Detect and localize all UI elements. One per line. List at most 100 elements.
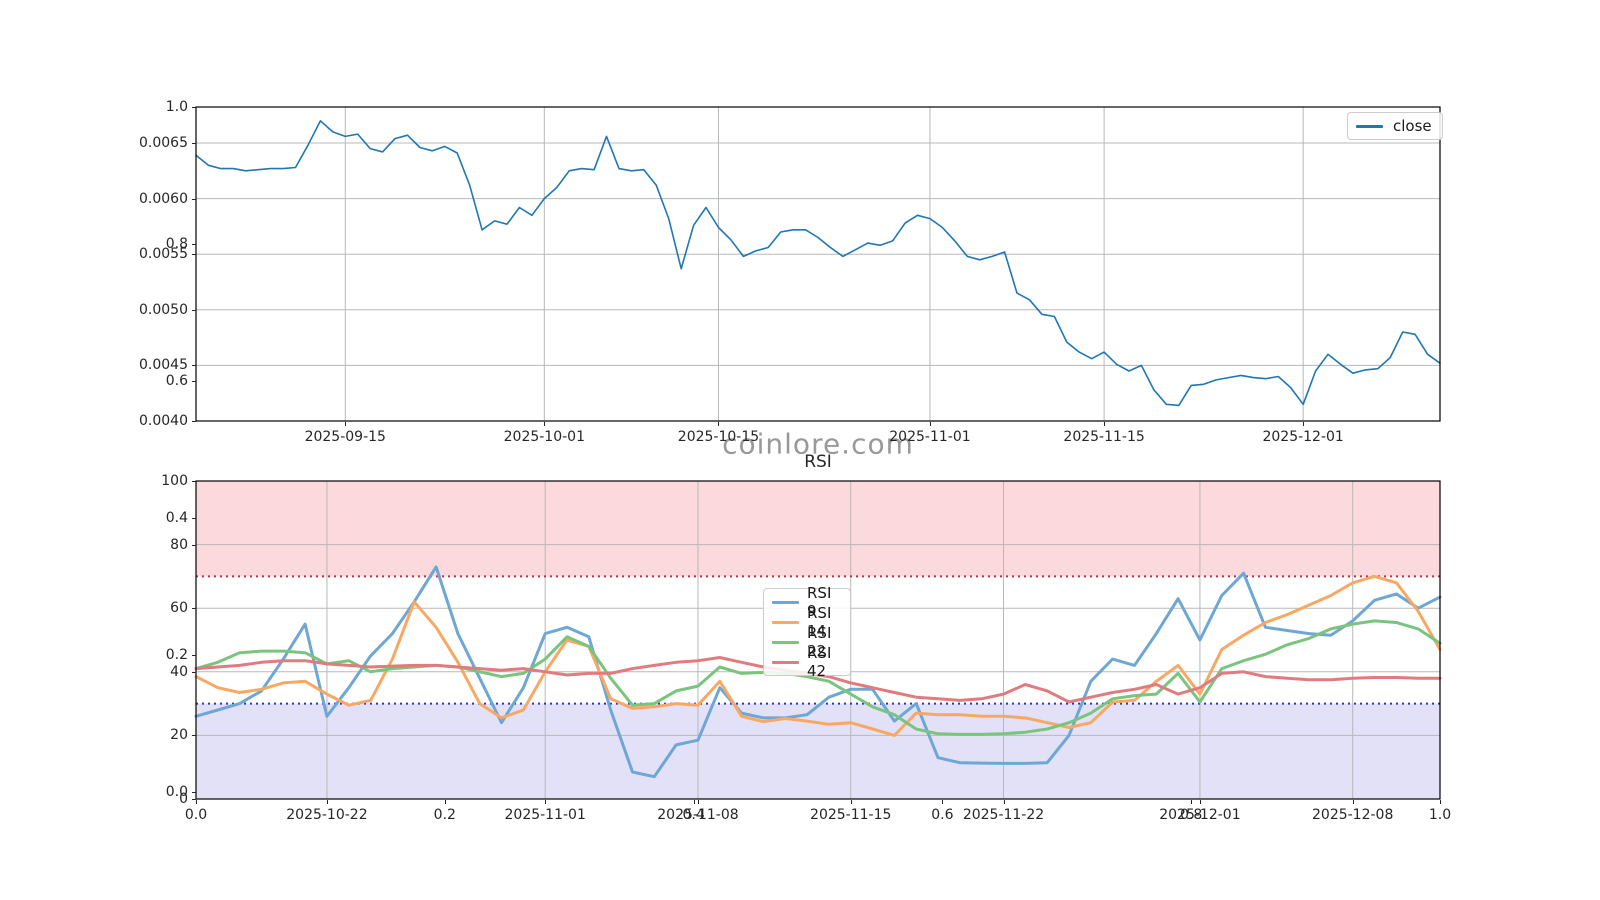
- rsi-line-1: [194, 574, 1442, 737]
- rsi14-line-swatch: [772, 620, 799, 624]
- overlay-xtick-label: 0.0: [184, 807, 208, 823]
- axis-tick: [850, 800, 852, 804]
- axis-tick: [192, 254, 196, 256]
- axis-tick: [192, 421, 196, 422]
- legend-row-rsi14: RSI 14: [772, 604, 842, 640]
- axis-tick: [718, 422, 720, 426]
- overlay-xtick-label: 0.6: [931, 807, 954, 823]
- axis-tick: [192, 198, 196, 200]
- axis-tick: [1352, 800, 1354, 804]
- axis-tick: [196, 800, 197, 804]
- legend-rsi42-label: RSI 42: [807, 644, 832, 680]
- price-ytick-label: 0.0065: [139, 135, 188, 152]
- axis-tick: [345, 422, 347, 426]
- rsi-ytick-label: 0: [179, 791, 188, 807]
- rsi-ytick-label: 60: [170, 600, 188, 617]
- rsi-ytick-label: 80: [170, 536, 188, 553]
- overlay-ytick-label: 0.4: [165, 510, 188, 526]
- rsi-title: RSI: [804, 452, 832, 472]
- axis-tick: [693, 800, 695, 804]
- axis-tick: [192, 143, 196, 145]
- rsi-xtick-label: 2025-11-01: [504, 807, 586, 823]
- price-xtick-label: 2025-09-15: [304, 429, 386, 445]
- rsi9-line-swatch: [772, 600, 799, 604]
- axis-tick: [192, 381, 196, 382]
- axis-tick: [192, 107, 196, 108]
- rsi-xtick-label: 2025-11-15: [810, 807, 892, 823]
- price-xtick-label: 2025-11-15: [1063, 429, 1145, 445]
- price-xtick-label: 2025-12-01: [1262, 429, 1344, 445]
- overlay-xtick-label: 0.2: [433, 807, 456, 823]
- axis-tick: [326, 800, 328, 804]
- price-axes-box: [195, 106, 1441, 422]
- price-ytick-label: 0.0060: [139, 190, 188, 207]
- price-ytick-label: 0.0055: [139, 246, 188, 263]
- overlay-ytick-label: 0.6: [165, 373, 188, 389]
- rsi22-line-swatch: [772, 640, 799, 644]
- price-xtick-label: 2025-11-01: [889, 429, 971, 445]
- price-ytick-label: 0.0045: [139, 357, 188, 374]
- close-line-swatch: [1356, 124, 1383, 128]
- watermark: coinlore.com: [722, 427, 914, 461]
- overlay-ytick-label: 1.0: [165, 99, 188, 115]
- axis-tick: [192, 544, 196, 546]
- rsi-xtick-label: 2025-12-01: [1159, 807, 1241, 823]
- overlay-ytick-label: 0.2: [165, 647, 188, 663]
- axis-tick: [545, 800, 547, 804]
- overlay-ytick-label: 0.0: [165, 784, 188, 800]
- rsi-ytick-label: 20: [170, 727, 188, 744]
- rsi-xtick-label: 2025-10-22: [286, 807, 368, 823]
- legend-row-rsi9: RSI 9: [772, 584, 842, 620]
- legend-row-rsi42: RSI 42: [772, 644, 842, 680]
- axis-tick: [544, 422, 546, 426]
- axis-tick: [192, 481, 196, 482]
- axis-tick: [192, 608, 196, 610]
- axis-tick: [929, 422, 931, 426]
- rsi-xtick-label: 2025-11-08: [657, 807, 739, 823]
- axis-tick: [192, 735, 196, 737]
- axis-tick: [192, 309, 196, 311]
- axis-tick: [1199, 800, 1201, 804]
- legend-rsi: RSI 9 RSI 14 RSI 22 RSI 42: [763, 584, 851, 680]
- rsi42-line-swatch: [772, 660, 799, 664]
- axis-tick: [192, 365, 196, 367]
- axis-tick: [1440, 800, 1441, 804]
- axis-tick: [1104, 422, 1106, 426]
- rsi-band: [196, 481, 1440, 577]
- close-price-line: [195, 120, 1441, 407]
- legend-rsi14-label: RSI 14: [807, 604, 832, 640]
- axis-tick: [1191, 800, 1193, 804]
- overlay-xtick-label: 1.0: [1428, 807, 1452, 823]
- price-xtick-label: 2025-10-15: [677, 429, 760, 445]
- axis-tick: [192, 244, 196, 245]
- overlay-ytick-label: 0.8: [165, 236, 188, 252]
- rsi-line-0: [194, 565, 1442, 779]
- legend-rsi9-label: RSI 9: [807, 584, 832, 620]
- price-ytick-label: 0.0050: [139, 301, 188, 318]
- rsi-xtick-label: 2025-12-08: [1312, 807, 1394, 823]
- overlay-xtick-label: 0.4: [682, 807, 705, 823]
- legend-close-label: close: [1393, 117, 1432, 135]
- axis-tick: [697, 800, 699, 804]
- axis-tick: [1003, 800, 1005, 804]
- axis-tick: [1303, 422, 1305, 426]
- axis-tick: [192, 799, 196, 800]
- price-ytick-label: 0.0040: [139, 413, 188, 429]
- axis-tick: [444, 800, 446, 804]
- axis-tick: [192, 671, 196, 673]
- rsi-ytick-label: 40: [170, 663, 188, 680]
- rsi-ytick-label: 100: [161, 473, 188, 489]
- axis-tick: [192, 792, 196, 793]
- legend-close: close: [1347, 112, 1443, 140]
- price-xtick-label: 2025-10-01: [503, 429, 585, 445]
- axis-tick: [942, 800, 944, 804]
- axis-tick: [192, 518, 196, 519]
- rsi-xtick-label: 2025-11-22: [962, 807, 1045, 823]
- rsi-band: [196, 703, 1440, 799]
- overlay-xtick-label: 0.8: [1180, 807, 1203, 823]
- legend-row-rsi22: RSI 22: [772, 624, 842, 660]
- legend-rsi22-label: RSI 22: [807, 624, 832, 660]
- rsi-line-2: [194, 619, 1442, 736]
